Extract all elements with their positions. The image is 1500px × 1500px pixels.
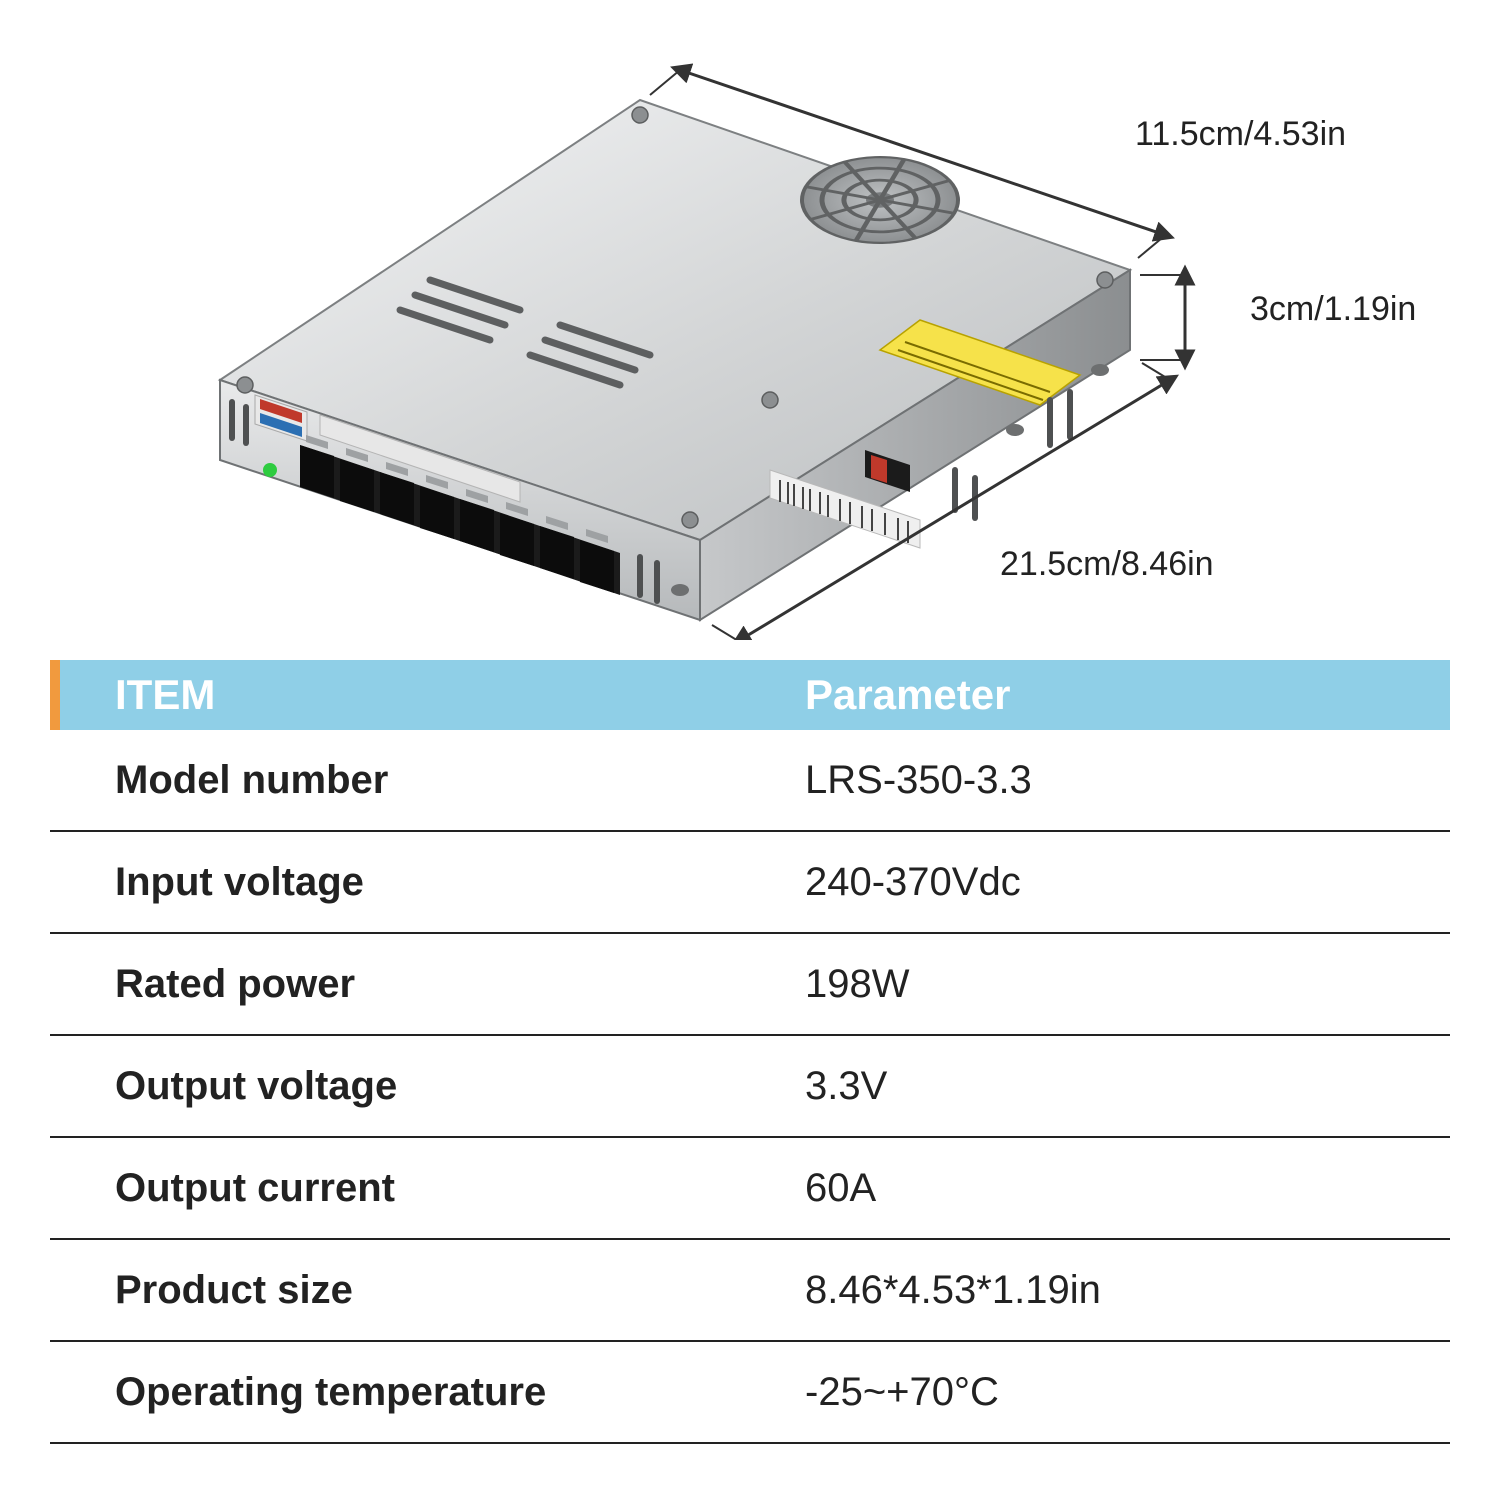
table-row: Output voltage 3.3V (50, 1036, 1450, 1138)
table-row: Input voltage 240-370Vdc (50, 832, 1450, 934)
table-row: Model number LRS-350-3.3 (50, 730, 1450, 832)
spec-item: Output current (60, 1166, 795, 1211)
dimension-width-label: 11.5cm/4.53in (1135, 115, 1346, 154)
spec-item: Input voltage (60, 860, 795, 905)
table-row: Operating temperature -25~+70°C (50, 1342, 1450, 1444)
table-header-row: ITEM Parameter (50, 660, 1450, 730)
spec-param: 60A (795, 1166, 1450, 1211)
spec-param: 198W (795, 962, 1450, 1007)
dimension-height-label: 3cm/1.19in (1250, 290, 1416, 329)
spec-param: 3.3V (795, 1064, 1450, 1109)
table-row: Product size 8.46*4.53*1.19in (50, 1240, 1450, 1342)
dimension-length-label: 21.5cm/8.46in (1000, 545, 1214, 584)
spec-param: -25~+70°C (795, 1370, 1450, 1415)
spec-param: 8.46*4.53*1.19in (795, 1268, 1450, 1313)
table-row: Rated power 198W (50, 934, 1450, 1036)
spec-param: 240-370Vdc (795, 860, 1450, 905)
spec-item: Operating temperature (60, 1370, 795, 1415)
table-row: Output current 60A (50, 1138, 1450, 1240)
product-dimension-diagram: 11.5cm/4.53in 3cm/1.19in 21.5cm/8.46in (0, 0, 1500, 640)
table-header-item: ITEM (60, 671, 795, 719)
spec-param: LRS-350-3.3 (795, 758, 1450, 803)
spec-item: Rated power (60, 962, 795, 1007)
spec-table: ITEM Parameter Model number LRS-350-3.3 … (50, 660, 1450, 1444)
spec-item: Model number (60, 758, 795, 803)
table-header-param: Parameter (795, 671, 1450, 719)
spec-item: Product size (60, 1268, 795, 1313)
spec-item: Output voltage (60, 1064, 795, 1109)
